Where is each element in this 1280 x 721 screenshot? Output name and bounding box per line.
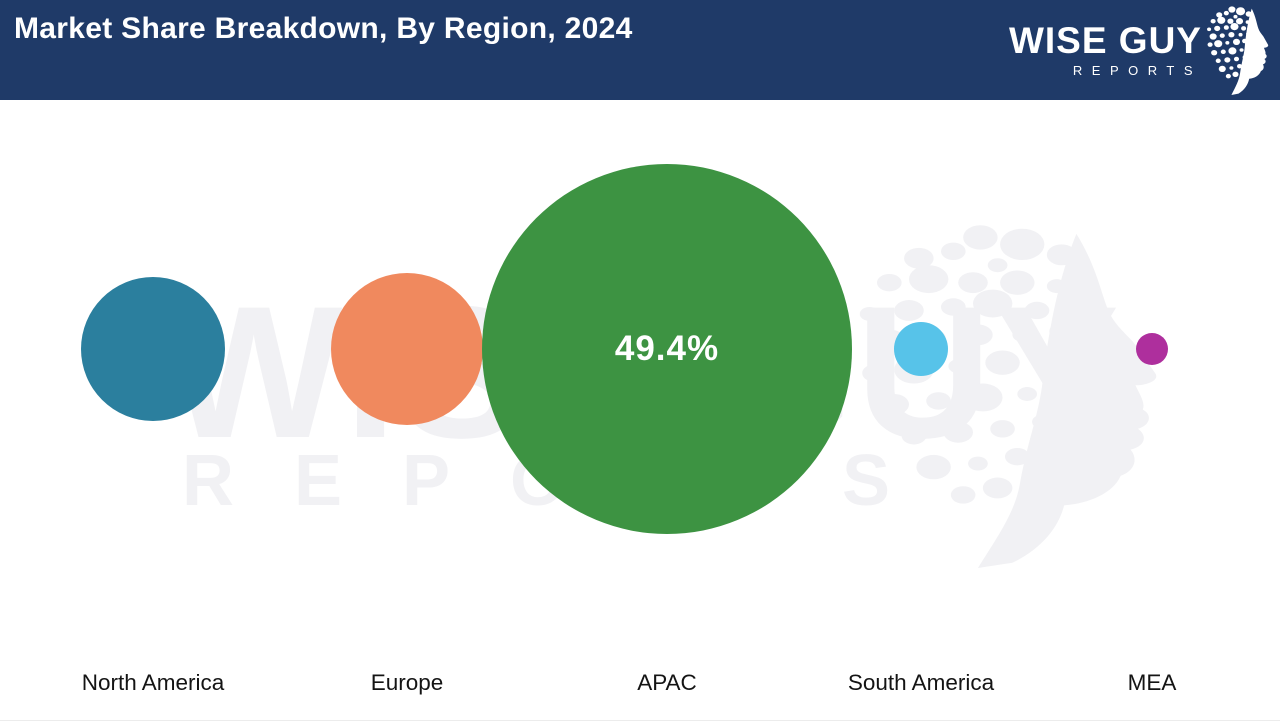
bubble-south-america [894,322,948,376]
category-label-south-america: South America [847,670,995,695]
wiseguy-face-icon [1207,6,1269,95]
header-bar: Market Share Breakdown, By Region, 2024 … [0,0,1280,100]
category-label-mea: MEA [1127,670,1177,695]
brand-logo-text: WISE GUY REPORTS [1008,20,1202,78]
bubble-europe [331,273,483,425]
bubble-chart: WISE GUY REPORTS 49.4% North AmericaEuro… [0,100,1280,721]
bubble-mea [1136,333,1168,365]
bubble-north-america [81,277,225,421]
category-label-europe: Europe [370,670,444,695]
brand-logo: WISE GUY REPORTS [1009,5,1270,95]
watermark-face-icon [859,225,1157,568]
bubble-value-label: 49.4% [614,329,720,368]
logo-wordmark: WISE GUY [1008,20,1202,62]
page-title: Market Share Breakdown, By Region, 2024 [14,12,633,45]
bubble-apac: 49.4% [482,164,852,534]
category-label-north-america: North America [81,670,225,695]
logo-subtext: REPORTS [1072,62,1202,78]
category-label-apac: APAC [637,670,697,695]
